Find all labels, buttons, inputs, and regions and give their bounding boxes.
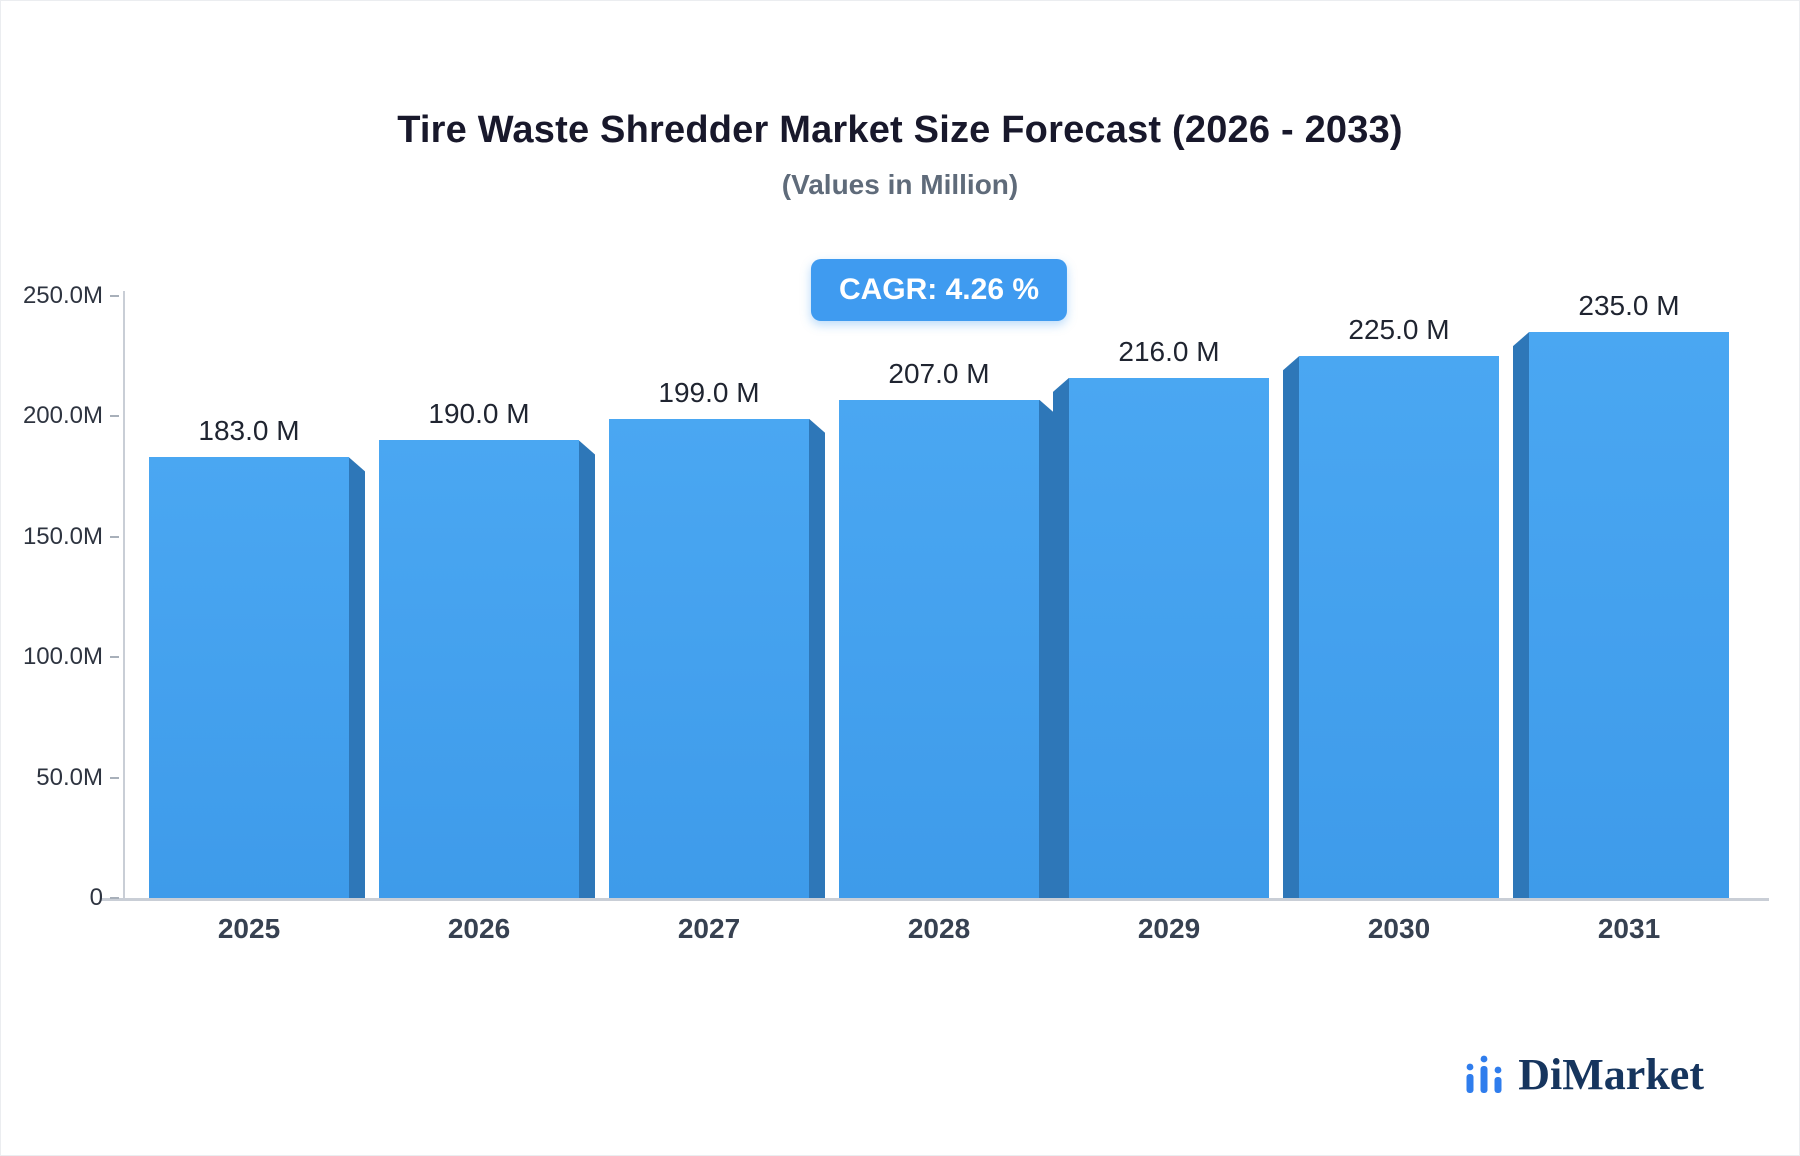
cagr-badge: CAGR: 4.26 % bbox=[810, 259, 1068, 321]
y-axis-label: 150.0M bbox=[22, 522, 103, 550]
bar-value-label: 199.0 M bbox=[658, 376, 760, 408]
y-axis-tick bbox=[110, 776, 119, 779]
y-axis-label: 0 bbox=[89, 884, 103, 911]
bar-side-bevel bbox=[1039, 399, 1055, 898]
y-axis-tick bbox=[110, 656, 119, 659]
x-axis-label: 2026 bbox=[447, 913, 511, 944]
x-axis-label: 2031 bbox=[1597, 913, 1661, 944]
y-axis-label: 100.0M bbox=[22, 643, 103, 671]
bar-side-bevel bbox=[349, 457, 365, 898]
x-axis-label: 2025 bbox=[217, 913, 281, 944]
bar bbox=[1069, 377, 1269, 898]
y-axis-tick bbox=[110, 415, 119, 418]
y-axis-label: 250.0M bbox=[22, 282, 103, 309]
bar-value-label: 235.0 M bbox=[1578, 290, 1680, 322]
bar-value-label: 207.0 M bbox=[888, 357, 990, 389]
x-axis-label: 2028 bbox=[907, 913, 971, 944]
brand-name: DiMarket bbox=[1518, 1050, 1704, 1099]
chart-subtitle: (Values in Million) bbox=[781, 169, 1019, 200]
bar-value-label: 190.0 M bbox=[428, 398, 530, 430]
x-axis-label: 2029 bbox=[1137, 913, 1201, 944]
bar bbox=[379, 440, 579, 898]
y-axis-tick bbox=[110, 295, 119, 297]
y-axis-label: 200.0M bbox=[22, 402, 103, 430]
y-axis-tick bbox=[110, 897, 119, 899]
bar-side-bevel bbox=[579, 440, 595, 898]
y-axis-tick bbox=[110, 535, 119, 538]
bar-side-bevel bbox=[1283, 356, 1299, 898]
bar-side-bevel bbox=[1513, 332, 1529, 898]
bar-side-bevel bbox=[809, 418, 825, 898]
bar-side-bevel bbox=[1053, 377, 1069, 898]
bar bbox=[1529, 332, 1729, 898]
y-axis-line bbox=[123, 291, 125, 898]
bar bbox=[839, 399, 1039, 898]
x-axis-line bbox=[101, 898, 1769, 901]
bar bbox=[609, 418, 809, 898]
brand-logo: DiMarket bbox=[1462, 1053, 1704, 1097]
bar-value-label: 216.0 M bbox=[1118, 335, 1220, 367]
chart-title: Tire Waste Shredder Market Size Forecast… bbox=[397, 109, 1403, 151]
bar bbox=[149, 457, 349, 898]
x-axis-label: 2027 bbox=[677, 913, 741, 944]
dimarket-bars-icon bbox=[1462, 1053, 1506, 1097]
bar-value-label: 225.0 M bbox=[1348, 314, 1450, 346]
bar bbox=[1299, 356, 1499, 898]
y-axis-label: 50.0M bbox=[36, 763, 103, 791]
x-axis-label: 2030 bbox=[1367, 913, 1431, 944]
bar-value-label: 183.0 M bbox=[198, 415, 300, 447]
